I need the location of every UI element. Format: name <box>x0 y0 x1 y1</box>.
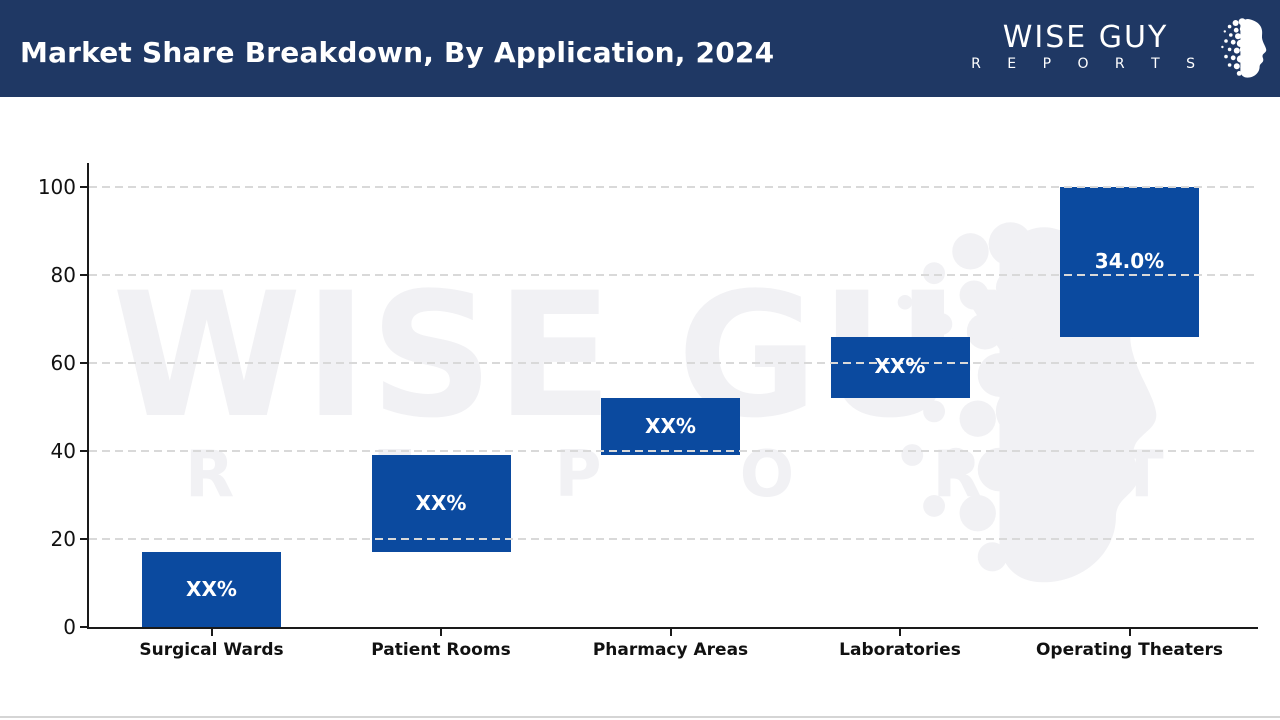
y-tick-label-40: 40 <box>50 439 76 463</box>
y-tick-60 <box>80 362 87 364</box>
bar-value-label: 34.0% <box>1094 248 1165 273</box>
y-tick-0 <box>80 626 87 628</box>
y-tick-label-60: 60 <box>50 351 76 375</box>
gridline-20 <box>89 538 1258 540</box>
bar-operating-theaters <box>1060 187 1199 337</box>
bar-value-label: XX% <box>415 490 467 515</box>
x-category-label: Patient Rooms <box>371 640 511 660</box>
bar-value-label: XX% <box>186 576 237 601</box>
x-category-label: Operating Theaters <box>1035 640 1223 660</box>
y-tick-label-100: 100 <box>37 175 76 199</box>
bar-value-label: XX% <box>874 354 926 379</box>
x-category-label: Surgical Wards <box>139 640 284 660</box>
y-tick-label-0: 0 <box>63 615 76 639</box>
x-tick-5 <box>1128 629 1131 636</box>
gridline-40 <box>89 450 1258 452</box>
bottom-border-line <box>0 716 1280 718</box>
x-tick-1 <box>210 629 213 636</box>
x-category-label: Laboratories <box>839 640 961 660</box>
y-tick-80 <box>80 274 87 276</box>
x-tick-3 <box>669 629 672 636</box>
bar-pharmacy-areas <box>601 398 740 456</box>
x-category-label: Pharmacy Areas <box>592 640 749 660</box>
bar-surgical-wards <box>142 552 281 627</box>
x-axis-line <box>87 627 1258 629</box>
y-tick-label-80: 80 <box>50 263 76 287</box>
bar-patient-rooms <box>371 455 511 553</box>
x-tick-4 <box>899 629 901 636</box>
wiseguy-logo-text: WISE GUY R E P O R T S <box>965 20 1206 73</box>
wiseguy-logo: WISE GUY R E P O R T S <box>971 6 1268 94</box>
x-tick-2 <box>440 629 442 636</box>
gridline-100 <box>89 186 1258 188</box>
y-tick-40 <box>80 450 87 452</box>
gridline-60 <box>89 362 1258 364</box>
y-tick-20 <box>80 538 87 540</box>
page-title: Market Share Breakdown, By Application, … <box>20 36 775 69</box>
wiseguy-logo-wordmark: WISE GUY <box>1002 20 1169 55</box>
y-tick-100 <box>80 186 87 188</box>
header-band: Market Share Breakdown, By Application, … <box>0 0 1280 97</box>
bar-laboratories <box>830 336 970 399</box>
wiseguy-head-icon <box>1208 10 1268 94</box>
y-axis-line <box>87 163 89 629</box>
wiseguy-logo-subtitle: R E P O R T S <box>971 56 1206 72</box>
bar-value-label: XX% <box>645 413 696 438</box>
gridline-80 <box>89 274 1258 276</box>
y-tick-label-20: 20 <box>50 527 76 551</box>
